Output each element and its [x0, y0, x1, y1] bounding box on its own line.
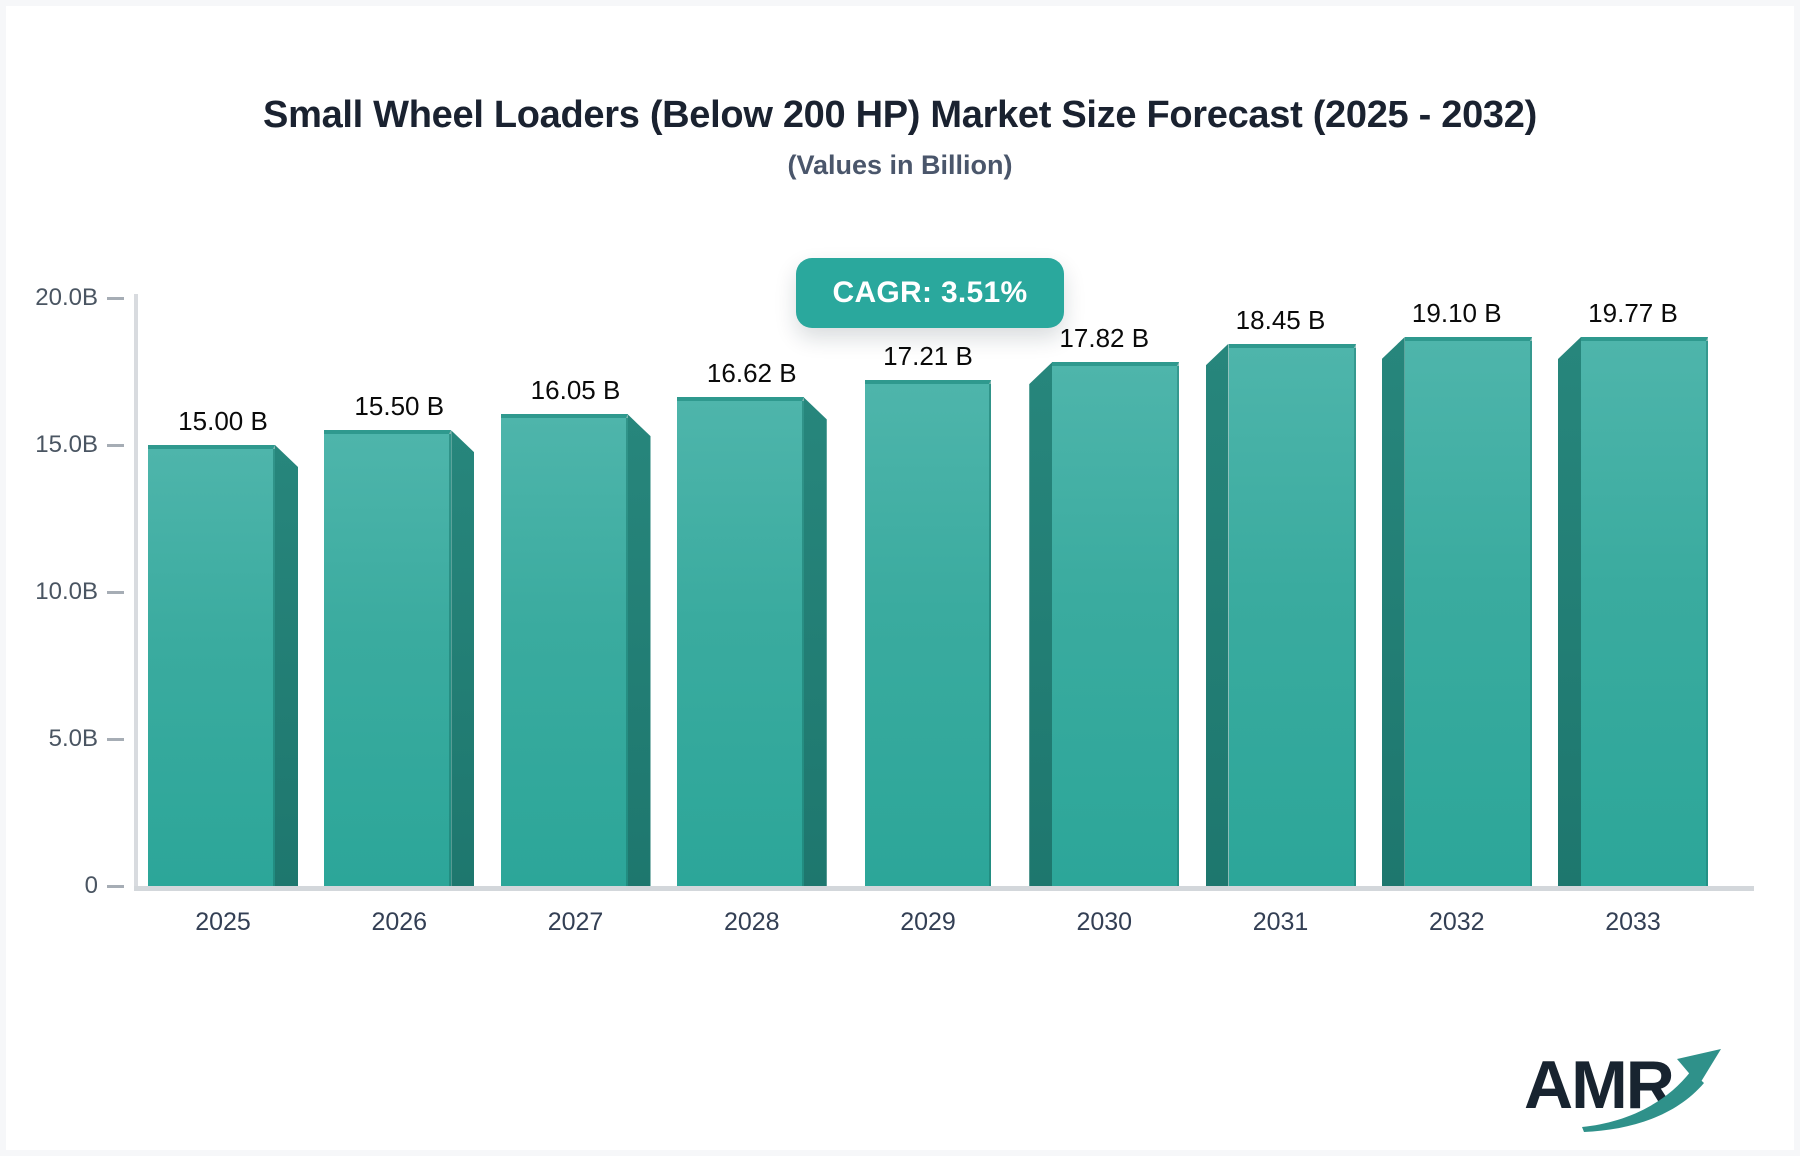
bar-group: 17.21 B — [853, 298, 1003, 886]
bar-group: 17.82 B — [1029, 298, 1180, 886]
x-axis-label: 2025 — [195, 908, 251, 936]
x-axis-labels: 2025 2026 2027 2028 2029 2030 2031 2032 2033 — [148, 908, 1708, 937]
x-axis-label: 2026 — [371, 908, 428, 936]
bar-value-label: 19.10 B — [1411, 298, 1502, 328]
y-axis-tick: 5.0B — [6, 725, 124, 753]
y-axis-tick-label: 10.0B — [35, 578, 98, 605]
bar-2030[interactable] — [1029, 362, 1180, 886]
logo-arrow-swoosh-icon — [1582, 1071, 1704, 1132]
y-axis-tick-mark — [107, 884, 124, 888]
bar-2029[interactable] — [853, 380, 1003, 886]
x-axis-label: 2027 — [547, 908, 604, 936]
y-axis-tick-mark — [107, 296, 124, 300]
y-axis-tick-label: 0 — [84, 872, 98, 899]
bar-group: 18.45 B — [1205, 298, 1356, 886]
bar-group: 15.00 B — [148, 298, 298, 886]
bar-2033[interactable] — [1558, 337, 1708, 886]
bar-value-label: 17.21 B — [883, 341, 973, 372]
bar-2032[interactable] — [1381, 337, 1532, 886]
bar-side-3d — [451, 430, 475, 886]
y-axis-tick-label: 15.0B — [35, 431, 98, 458]
bar-group: 16.05 B — [500, 298, 651, 886]
bar-2027[interactable] — [500, 414, 651, 886]
y-axis-tick-mark — [107, 737, 124, 741]
bar-2025[interactable] — [148, 445, 298, 886]
bar-face — [676, 397, 804, 886]
cagr-badge-label: CAGR: 3.51% — [832, 276, 1028, 309]
y-axis-tick: 0 — [6, 872, 124, 900]
bar-side-3d — [1558, 337, 1581, 886]
bar-value-label: 18.45 B — [1235, 304, 1326, 335]
bar-face — [1404, 337, 1532, 886]
cagr-badge: CAGR: 3.51% — [796, 258, 1064, 328]
bar-2026[interactable] — [324, 430, 475, 886]
page-subtitle: (Values in Billion) — [787, 150, 1013, 180]
x-axis-baseline — [134, 886, 1754, 891]
bar-side-3d — [1029, 362, 1053, 886]
bar-face — [148, 445, 275, 886]
logo-arrowhead-icon — [1677, 1049, 1721, 1085]
x-axis-label: 2030 — [1076, 908, 1133, 936]
bar-side-3d — [627, 414, 651, 886]
bar-side-3d — [1381, 337, 1405, 886]
y-axis-tick-mark — [107, 443, 124, 447]
bar-face — [500, 414, 628, 886]
bar-value-label: 17.82 B — [1059, 323, 1150, 354]
x-axis-label: 2028 — [723, 908, 780, 936]
bar-value-label: 16.62 B — [706, 358, 797, 389]
amr-logo: AMR — [1524, 1047, 1721, 1132]
x-axis-label: 2032 — [1428, 908, 1485, 936]
y-axis-tick-label: 20.0B — [35, 284, 98, 311]
bar-face — [1052, 362, 1180, 886]
bar-group: 19.77 B — [1558, 298, 1708, 886]
bar-value-label: 19.77 B — [1588, 298, 1678, 328]
bar-side-3d — [803, 397, 827, 886]
y-axis-tick: 10.0B — [6, 578, 124, 606]
page-title: Small Wheel Loaders (Below 200 HP) Marke… — [263, 94, 1537, 136]
bar-group: 19.10 B — [1381, 298, 1532, 886]
bar-group: 15.50 B — [324, 298, 475, 886]
bar-value-label: 16.05 B — [530, 375, 621, 406]
bar-face — [324, 430, 452, 886]
bar-value-label: 15.50 B — [354, 391, 445, 422]
bar-2028[interactable] — [676, 397, 827, 886]
x-axis-label: 2029 — [900, 908, 956, 936]
y-axis-tick: 15.0B — [6, 431, 124, 459]
y-axis-line — [134, 294, 138, 890]
bar-side-3d — [1205, 343, 1229, 886]
bar-group: 16.62 B — [676, 298, 827, 886]
bars-container: 15.00 B 15.50 B 16.05 B 16.62 B 17.21 B 17.82… — [148, 298, 1708, 886]
bar-side-3d — [275, 445, 298, 886]
y-axis-tick-label: 5.0B — [48, 725, 98, 752]
bar-face — [1581, 337, 1708, 886]
x-axis-label: 2033 — [1605, 908, 1661, 936]
bar-value-label: 15.00 B — [178, 406, 268, 436]
bar-2031[interactable] — [1205, 343, 1356, 886]
x-axis-label: 2031 — [1252, 908, 1309, 936]
y-axis-tick-mark — [107, 590, 124, 594]
bar-face — [1228, 343, 1356, 886]
y-axis-tick: 20.0B — [6, 284, 124, 312]
bar-face — [865, 380, 991, 886]
